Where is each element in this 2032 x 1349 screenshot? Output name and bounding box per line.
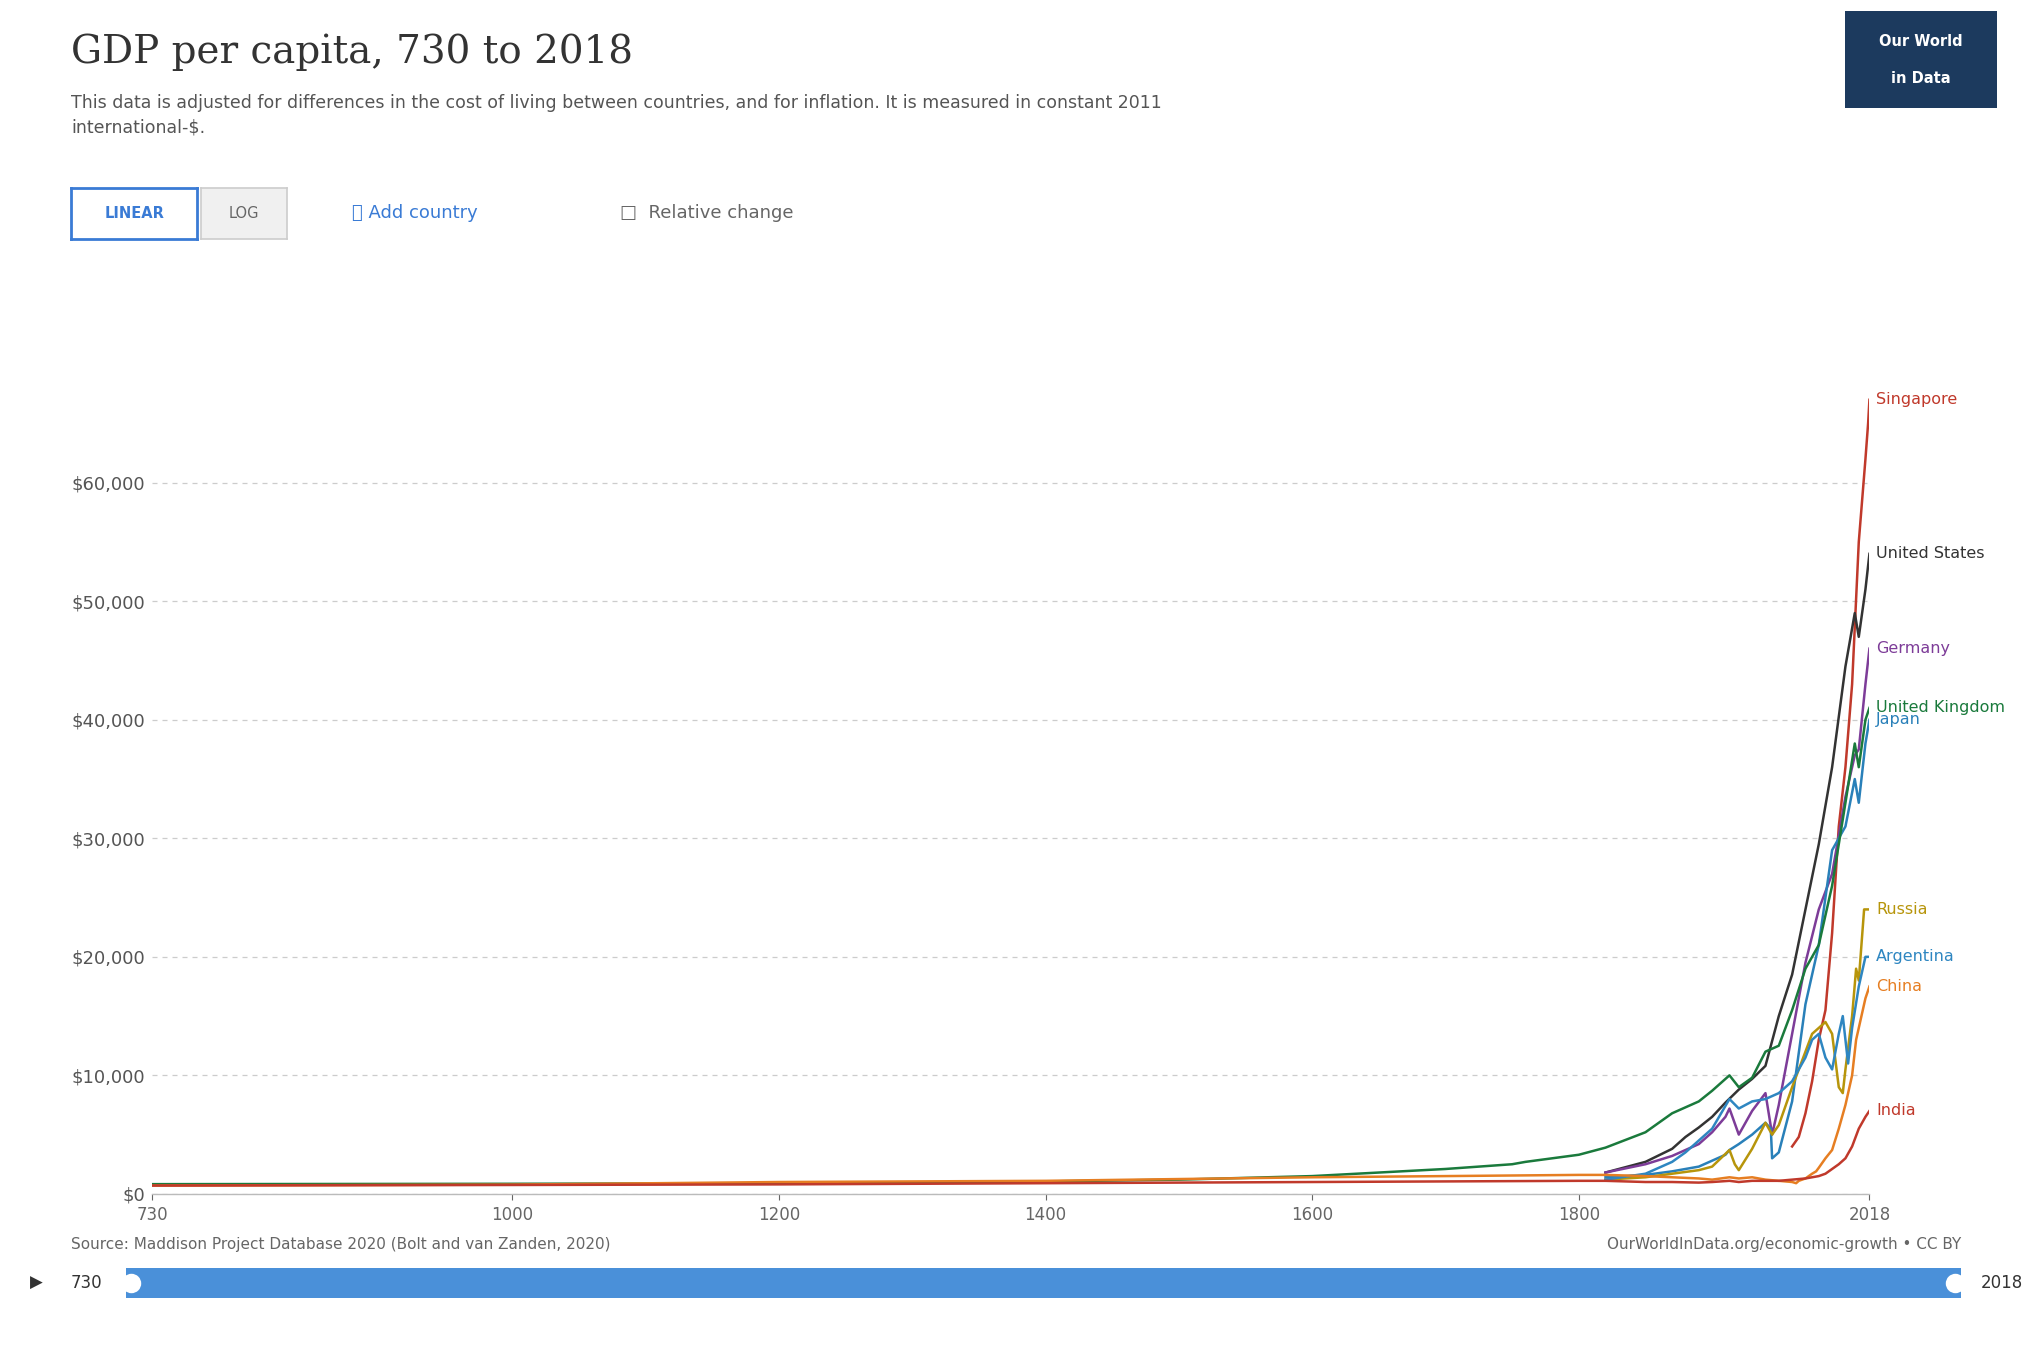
Text: LOG: LOG (228, 205, 260, 221)
Text: United States: United States (1876, 546, 1985, 561)
Text: Japan: Japan (1876, 712, 1920, 727)
Text: This data is adjusted for differences in the cost of living between countries, a: This data is adjusted for differences in… (71, 94, 1162, 136)
Text: ▶: ▶ (30, 1273, 43, 1292)
Text: Germany: Germany (1876, 641, 1951, 656)
Text: Our World: Our World (1880, 34, 1963, 50)
Text: Source: Maddison Project Database 2020 (Bolt and van Zanden, 2020): Source: Maddison Project Database 2020 (… (71, 1237, 612, 1252)
Text: United Kingdom: United Kingdom (1876, 700, 2006, 715)
Text: ➕ Add country: ➕ Add country (352, 204, 478, 223)
Text: 2018: 2018 (1981, 1273, 2024, 1292)
Text: LINEAR: LINEAR (104, 205, 165, 221)
Text: OurWorldInData.org/economic-growth • CC BY: OurWorldInData.org/economic-growth • CC … (1607, 1237, 1961, 1252)
Text: China: China (1876, 979, 1922, 994)
Text: GDP per capita, 730 to 2018: GDP per capita, 730 to 2018 (71, 34, 634, 71)
Text: □  Relative change: □ Relative change (620, 204, 792, 223)
Text: India: India (1876, 1103, 1916, 1118)
Text: Russia: Russia (1876, 902, 1928, 917)
Text: 730: 730 (71, 1273, 104, 1292)
Text: Singapore: Singapore (1876, 393, 1957, 407)
Text: in Data: in Data (1892, 71, 1951, 86)
Text: Argentina: Argentina (1876, 950, 1955, 965)
